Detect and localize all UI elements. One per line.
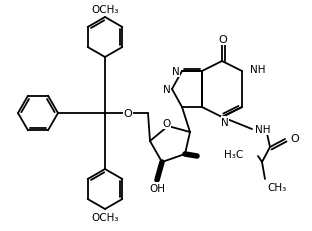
Text: NH: NH (250, 65, 266, 75)
Text: OH: OH (149, 183, 165, 193)
Text: O: O (124, 109, 132, 119)
Text: N: N (221, 118, 229, 128)
Text: N: N (163, 85, 171, 94)
Text: NH: NH (255, 125, 271, 134)
Text: OCH₃: OCH₃ (91, 5, 119, 15)
Text: O: O (162, 119, 170, 128)
Text: N: N (172, 67, 180, 77)
Text: CH₃: CH₃ (267, 182, 286, 192)
Text: OCH₃: OCH₃ (91, 212, 119, 222)
Text: O: O (219, 35, 227, 45)
Text: H₃C: H₃C (224, 149, 243, 159)
Text: O: O (290, 134, 299, 143)
